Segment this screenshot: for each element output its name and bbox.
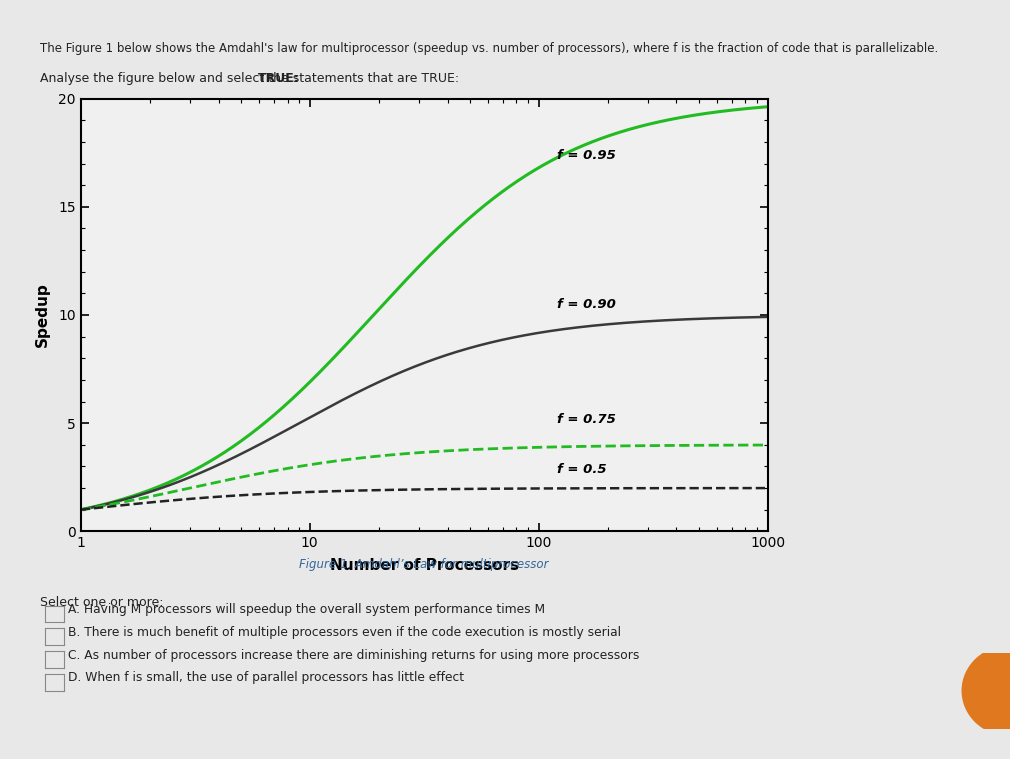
Text: TRUE:: TRUE: bbox=[258, 72, 299, 85]
Wedge shape bbox=[962, 645, 1010, 736]
Y-axis label: Spedup: Spedup bbox=[35, 282, 49, 348]
Text: f = 0.75: f = 0.75 bbox=[557, 413, 616, 426]
Text: B. There is much benefit of multiple processors even if the code execution is mo: B. There is much benefit of multiple pro… bbox=[68, 625, 621, 639]
Text: Select one or more:: Select one or more: bbox=[40, 596, 164, 609]
Text: D. When f is small, the use of parallel processors has little effect: D. When f is small, the use of parallel … bbox=[68, 671, 464, 685]
Text: f = 0.95: f = 0.95 bbox=[557, 150, 616, 162]
Text: Figure 1. Amdahl’s Law for multiprocessor: Figure 1. Amdahl’s Law for multiprocesso… bbox=[299, 558, 549, 571]
Text: A. Having M processors will speedup the overall system performance times M: A. Having M processors will speedup the … bbox=[68, 603, 544, 616]
X-axis label: Number of Processors: Number of Processors bbox=[329, 559, 519, 574]
Text: The Figure 1 below shows the Amdahl's law for multiprocessor (speedup vs. number: The Figure 1 below shows the Amdahl's la… bbox=[40, 42, 938, 55]
Text: Analyse the figure below and select the statements that are TRUE:: Analyse the figure below and select the … bbox=[40, 72, 460, 85]
Text: f = 0.5: f = 0.5 bbox=[557, 463, 606, 476]
Text: f = 0.90: f = 0.90 bbox=[557, 298, 616, 311]
Text: C. As number of processors increase there are diminishing returns for using more: C. As number of processors increase ther… bbox=[68, 648, 639, 662]
